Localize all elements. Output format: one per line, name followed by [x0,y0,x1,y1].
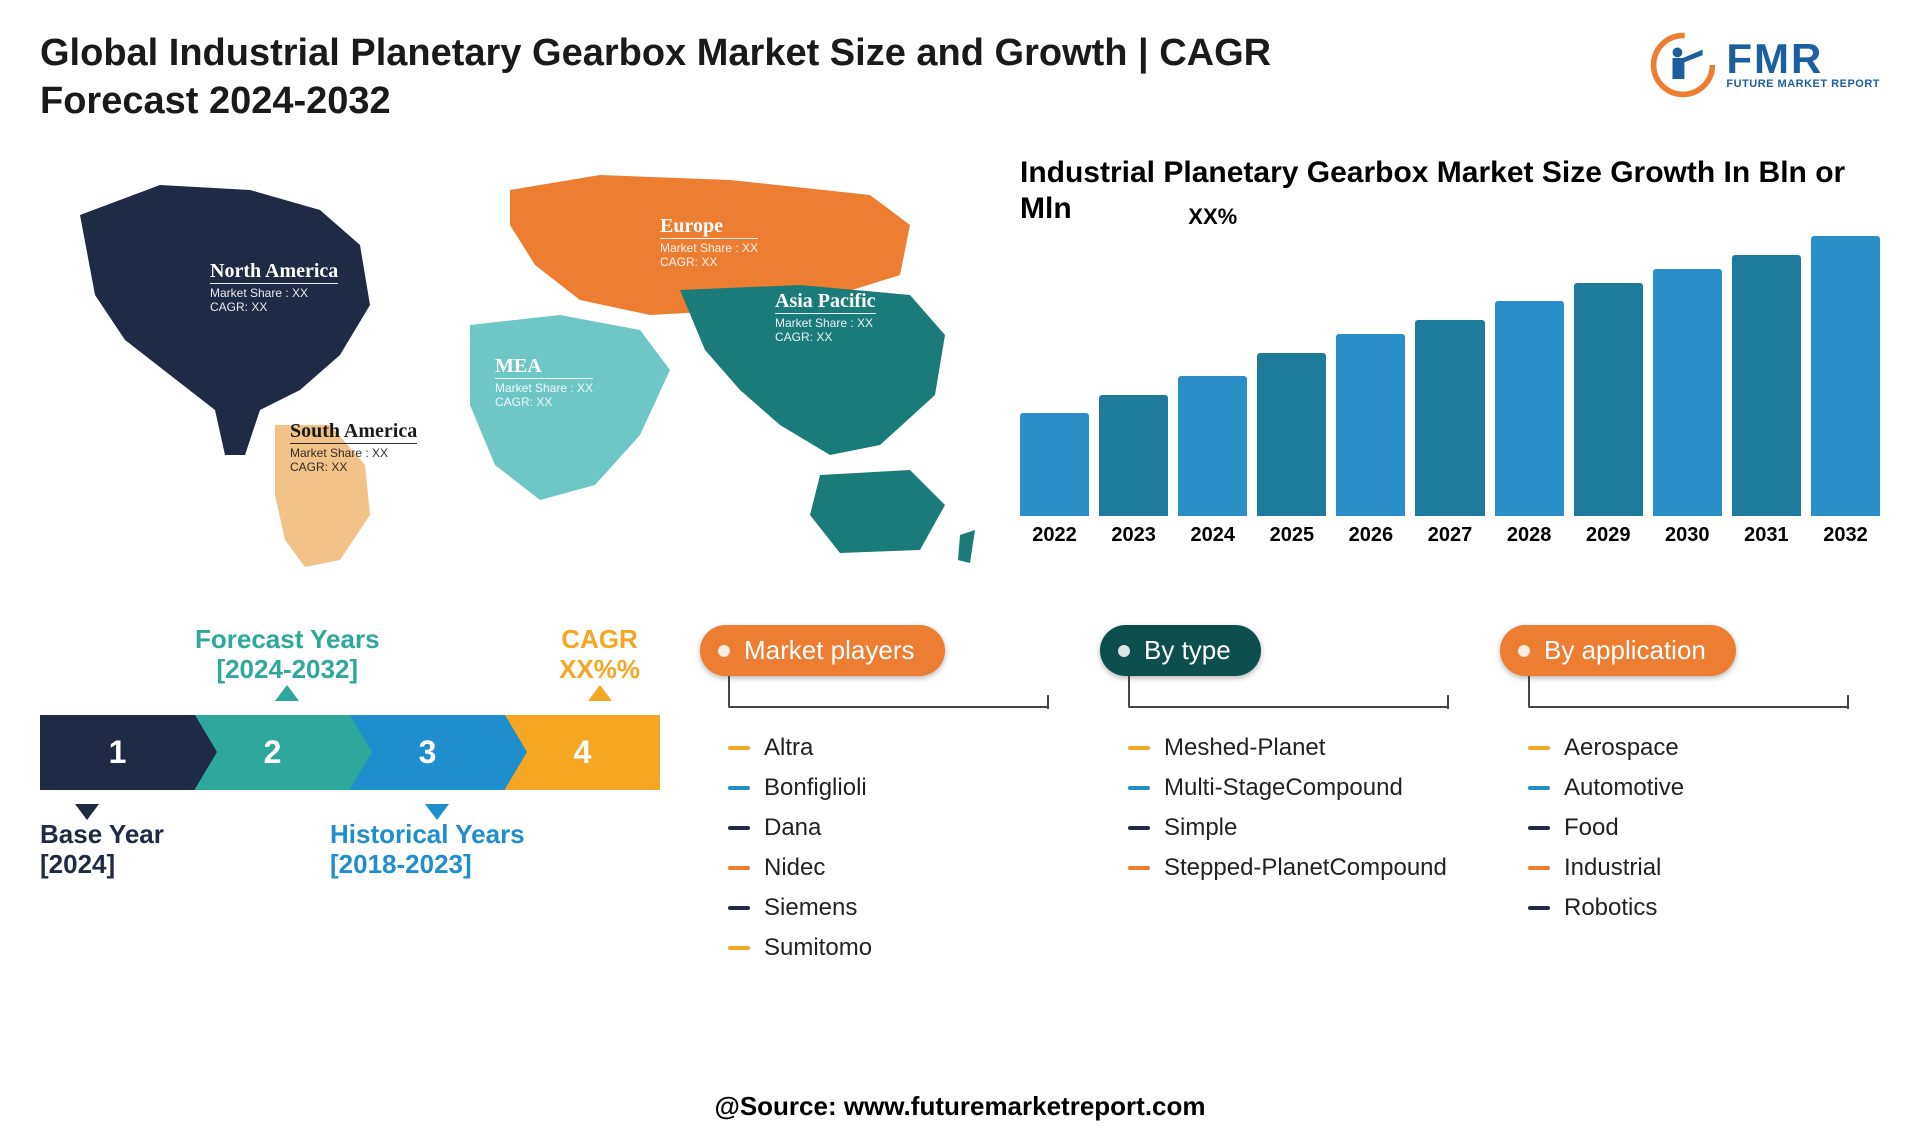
segment-item: Food [1528,808,1684,848]
segment-item: Simple [1128,808,1447,848]
timeline: Forecast Years [2024-2032] CAGR XX%% 123… [40,625,660,790]
segment-item: Industrial [1528,848,1684,888]
region-mea: MEA Market Share : XX CAGR: XX [495,355,593,409]
source-line: @Source: www.futuremarketreport.com [714,1091,1205,1122]
segment-by-application: By application AerospaceAutomotiveFoodIn… [1500,625,1880,968]
world-map: North America Market Share : XX CAGR: XX… [40,155,990,575]
region-south-america: South America Market Share : XX CAGR: XX [290,420,417,474]
segment-by-type: By type Meshed-PlanetMulti-StageCompound… [1100,625,1480,968]
segment-item: Sumitomo [728,928,872,968]
segment-item: Siemens [728,888,872,928]
segment-item: Dana [728,808,872,848]
segment-item: Bonfiglioli [728,768,872,808]
bar-2024: XX% 2024 [1178,376,1247,547]
timeline-seg-3: 3 [350,715,505,790]
segment-item: Automotive [1528,768,1684,808]
bar-2031: 2031 [1732,255,1801,547]
segment-pill: By application [1500,625,1736,676]
bar-2022: 2022 [1020,413,1089,547]
timeline-seg-4: 4 [505,715,660,790]
timeline-forecast-label: Forecast Years [2024-2032] [195,625,380,705]
logo-text: FMR [1726,40,1880,78]
segment-item: Robotics [1528,888,1684,928]
region-north-america: North America Market Share : XX CAGR: XX [210,260,338,314]
segment-item: Meshed-Planet [1128,728,1447,768]
timeline-hist-label: Historical Years [2018-2023] [330,800,525,880]
segment-market-players: Market players AltraBonfiglioliDanaNidec… [700,625,1080,968]
bar-2023: 2023 [1099,395,1168,547]
segment-item: Multi-StageCompound [1128,768,1447,808]
logo-subtext: FUTURE MARKET REPORT [1726,78,1880,90]
page-title: Global Industrial Planetary Gearbox Mark… [40,30,1320,125]
bar-2029: 2029 [1574,283,1643,547]
bar-2026: 2026 [1336,334,1405,547]
segment-item: Stepped-PlanetCompound [1128,848,1447,888]
bar-2028: 2028 [1495,301,1564,547]
timeline-cagr-label: CAGR XX%% [559,625,640,705]
timeline-base-label: Base Year [2024] [40,800,164,880]
logo-icon [1648,30,1718,100]
bar-2030: 2030 [1653,269,1722,547]
segment-item: Aerospace [1528,728,1684,768]
bar-chart: Industrial Planetary Gearbox Market Size… [1020,155,1880,575]
bar-2025: 2025 [1257,353,1326,547]
logo: FMR FUTURE MARKET REPORT [1648,30,1880,100]
bar-2032: XX% 2032 [1811,236,1880,547]
segment-item: Nidec [728,848,872,888]
bar-2027: 2027 [1415,320,1484,547]
segment-pill: By type [1100,625,1261,676]
region-europe: Europe Market Share : XX CAGR: XX [660,215,758,269]
segment-pill: Market players [700,625,945,676]
timeline-seg-2: 2 [195,715,350,790]
timeline-seg-1: 1 [40,715,195,790]
region-asia-pacific: Asia Pacific Market Share : XX CAGR: XX [775,290,876,344]
chart-title: Industrial Planetary Gearbox Market Size… [1020,155,1880,227]
segment-item: Altra [728,728,872,768]
